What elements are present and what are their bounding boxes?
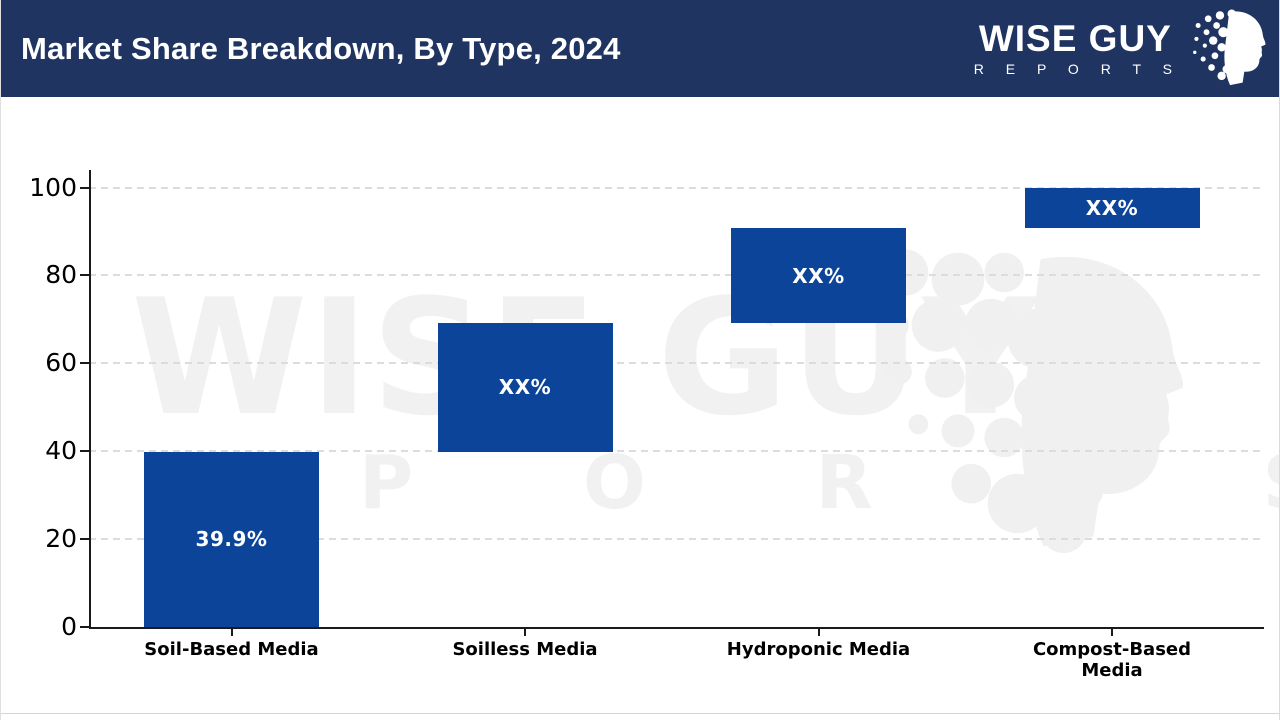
y-tick	[80, 274, 89, 277]
y-tick-label: 20	[45, 524, 77, 554]
bar-value-label: 39.9%	[195, 527, 268, 552]
y-tick	[80, 362, 89, 365]
bar-value-label: XX%	[1085, 195, 1139, 220]
y-tick	[80, 626, 89, 628]
y-axis-spine	[89, 170, 91, 629]
x-axis-spine	[89, 627, 1264, 629]
bar-soil-based-media: 39.9%	[144, 451, 319, 627]
x-category-label: Soilless Media	[452, 639, 598, 660]
x-tick	[230, 627, 233, 636]
bar-compost-based-media: XX%	[1024, 187, 1200, 229]
bar-value-label: XX%	[498, 375, 552, 400]
gridline-60	[89, 362, 1264, 365]
y-tick-label: 100	[29, 172, 77, 202]
gridline-100	[89, 186, 1264, 189]
gridline-80	[89, 274, 1264, 277]
y-tick-label: 0	[61, 612, 77, 641]
bar-value-label: XX%	[792, 263, 845, 288]
chart-title: Market Share Breakdown, By Type, 2024	[21, 30, 621, 66]
x-tick	[817, 627, 820, 636]
gridline-40	[89, 450, 1264, 453]
gridline-20	[89, 538, 1264, 541]
wiseguy-logo: WISE GUY R E P O R T S	[970, 7, 1267, 91]
watermark-head-profile-icon	[875, 249, 1183, 553]
y-tick	[80, 450, 89, 453]
dotted-head-profile-icon	[1193, 9, 1266, 85]
bar-soilless-media: XX%	[437, 322, 613, 452]
figure-bottom-border	[1, 713, 1279, 714]
y-tick	[80, 538, 89, 541]
logo-wordmark: WISE GUY	[978, 18, 1172, 59]
bar-hydroponic-media: XX%	[731, 228, 906, 323]
y-tick-label: 60	[45, 348, 77, 378]
y-tick-label: 80	[45, 260, 77, 290]
x-category-label: Soil-Based Media	[144, 639, 319, 660]
logo-subtext: R E P O R T S	[973, 61, 1181, 77]
x-category-label: Hydroponic Media	[726, 639, 911, 660]
header-bar: Market Share Breakdown, By Type, 2024 WI…	[1, 0, 1279, 97]
x-category-label: Compost-Based Media	[1032, 639, 1192, 681]
y-tick-label: 40	[45, 436, 77, 466]
x-tick	[524, 627, 526, 636]
x-tick	[1111, 627, 1113, 636]
y-tick	[80, 186, 89, 189]
logo-text: WISE GUY R E P O R T S	[970, 20, 1181, 77]
